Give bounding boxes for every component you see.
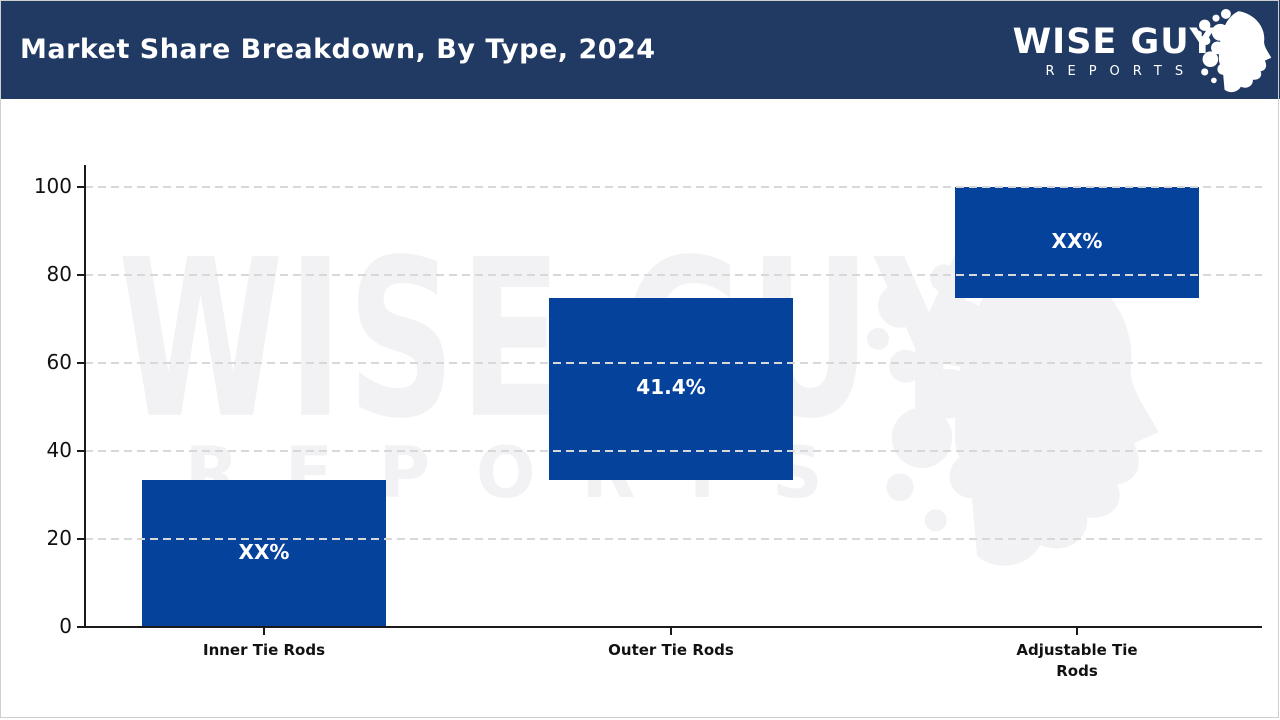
bar-segment	[142, 480, 386, 627]
brand-logo-text: WISE GUY REPORTS	[1013, 22, 1216, 79]
x-axis-category-label: Outer Tie Rods	[608, 641, 734, 659]
y-gridline	[85, 362, 1262, 364]
y-axis-tick	[77, 362, 85, 364]
y-axis-tick	[77, 450, 85, 452]
x-axis-tick	[670, 628, 672, 635]
brand-logo: WISE GUY REPORTS	[1013, 4, 1276, 96]
bar-value-label: XX%	[1051, 228, 1103, 253]
bar-segment	[955, 187, 1199, 299]
y-axis-tick	[77, 274, 85, 276]
y-axis-tick-label: 100	[33, 174, 72, 198]
y-axis-tick-label: 0	[59, 614, 72, 638]
x-axis-category-label: Adjustable Tie Rods	[1016, 641, 1138, 680]
bar-value-label: 41.4%	[636, 375, 706, 400]
y-axis-tick	[77, 626, 85, 628]
y-axis-tick-label: 20	[46, 526, 72, 550]
x-axis-line	[84, 626, 1262, 628]
y-gridline	[85, 274, 1262, 276]
y-axis-tick-label: 40	[46, 438, 72, 462]
brand-name: WISE GUY	[1012, 21, 1216, 62]
x-axis-category-label: Inner Tie Rods	[202, 641, 326, 659]
page-title: Market Share Breakdown, By Type, 2024	[20, 34, 656, 65]
y-axis-tick-label: 80	[46, 262, 72, 286]
y-axis-tick	[77, 538, 85, 540]
y-axis-tick-label: 60	[46, 350, 72, 374]
y-axis-tick	[77, 186, 85, 188]
x-axis-tick	[263, 628, 265, 635]
header-bar: Market Share Breakdown, By Type, 2024 WI…	[0, 0, 1280, 99]
x-axis-tick	[1076, 628, 1078, 635]
brand-subtitle: REPORTS	[1045, 63, 1197, 79]
bar-value-label: XX%	[238, 539, 290, 564]
y-gridline	[85, 538, 1262, 540]
y-gridline	[85, 450, 1262, 452]
brand-face-icon	[1196, 8, 1272, 93]
y-gridline	[85, 186, 1262, 188]
y-axis-line	[84, 165, 86, 628]
